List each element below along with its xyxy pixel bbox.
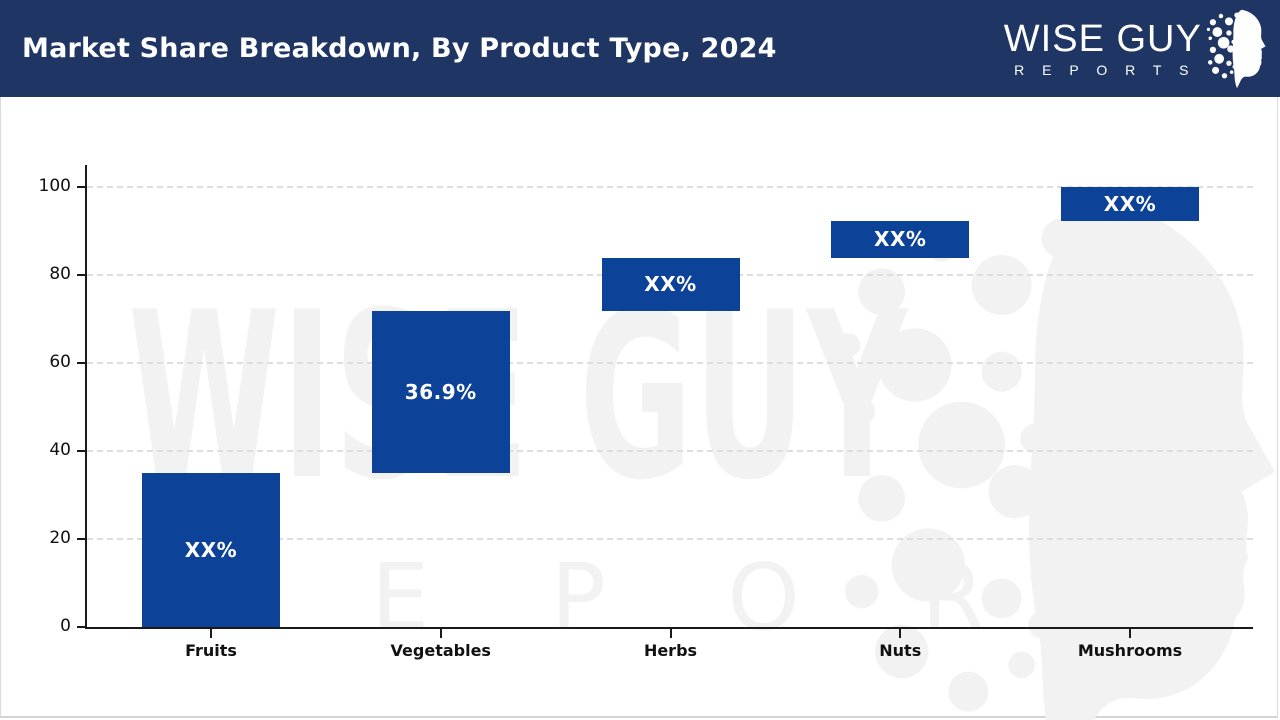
y-tick-mark (77, 274, 86, 276)
logo-subtitle: R E P O R T S (1014, 61, 1196, 78)
bar-vegetables: 36.9% (371, 310, 510, 473)
y-tick-label: 20 (49, 528, 71, 548)
x-category-label: Nuts (879, 641, 922, 660)
bar-fruits: XX% (142, 473, 280, 627)
x-tick-mark (210, 629, 212, 638)
logo-text: WISE GUY R E P O R T S (1004, 20, 1202, 78)
y-tick-mark (77, 450, 86, 452)
y-axis-line (85, 165, 87, 629)
y-tick-mark (77, 186, 86, 188)
x-category-label: Fruits (185, 641, 237, 660)
x-tick-mark (1129, 629, 1131, 638)
y-tick-mark (77, 538, 86, 540)
x-tick-mark (899, 629, 902, 638)
gridline-100 (87, 186, 1253, 188)
x-axis-line (85, 627, 1253, 629)
y-tick-mark (77, 362, 86, 364)
page-title: Market Share Breakdown, By Product Type,… (22, 33, 777, 64)
gridline-60 (87, 362, 1253, 364)
bar-mushrooms: XX% (1061, 187, 1199, 221)
bar-value-label: XX% (874, 227, 927, 252)
wise-guy-face-icon (1206, 9, 1266, 88)
bar-nuts: XX% (831, 220, 970, 258)
header: Market Share Breakdown, By Product Type,… (0, 0, 1280, 97)
bar-value-label: XX% (184, 538, 238, 562)
x-category-label: Herbs (643, 641, 698, 660)
x-tick-mark (669, 629, 672, 638)
x-category-label: Vegetables (390, 641, 491, 660)
y-tick-mark (77, 626, 86, 628)
y-tick-label: 40 (49, 440, 71, 460)
bar-value-label: XX% (644, 272, 697, 297)
y-tick-label: 100 (38, 176, 71, 196)
x-category-label: Mushrooms (1077, 641, 1183, 660)
y-tick-label: 0 (60, 616, 71, 636)
y-tick-label: 60 (49, 352, 71, 372)
y-tick-label: 80 (49, 264, 71, 284)
bar-value-label: XX% (1103, 191, 1157, 216)
logo-wordmark: WISE GUY (1003, 17, 1202, 60)
gridline-40 (87, 450, 1253, 452)
wise-guy-logo: WISE GUY R E P O R T S (1004, 8, 1280, 90)
bar-value-label: 36.9% (404, 379, 477, 404)
x-tick-mark (439, 629, 442, 638)
bar-herbs: XX% (601, 257, 740, 311)
gridline-20 (87, 538, 1253, 540)
